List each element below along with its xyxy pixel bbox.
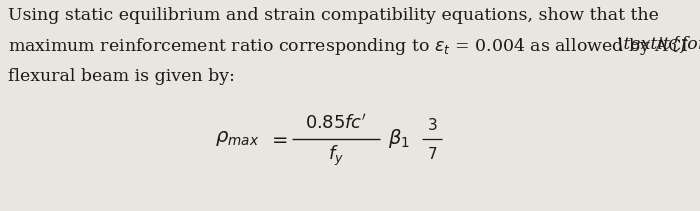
Text: flexural beam is given by:: flexural beam is given by: bbox=[8, 68, 235, 85]
Text: maximum reinforcement ratio corresponding to $\varepsilon_t$ = 0.004 as allowed : maximum reinforcement ratio correspondin… bbox=[8, 36, 689, 57]
Text: $=$: $=$ bbox=[268, 130, 288, 148]
Text: $\rho_{max}$: $\rho_{max}$ bbox=[215, 130, 259, 149]
Text: \textit{for a}: \textit{for a} bbox=[612, 36, 700, 53]
Text: $\beta_1$: $\beta_1$ bbox=[388, 127, 409, 150]
Text: Using static equilibrium and strain compatibility equations, show that the: Using static equilibrium and strain comp… bbox=[8, 7, 659, 24]
Text: $f_y$: $f_y$ bbox=[328, 144, 344, 168]
Text: $0.85fc'$: $0.85fc'$ bbox=[305, 114, 367, 133]
Text: $7$: $7$ bbox=[427, 146, 438, 162]
Text: $3$: $3$ bbox=[427, 117, 438, 133]
